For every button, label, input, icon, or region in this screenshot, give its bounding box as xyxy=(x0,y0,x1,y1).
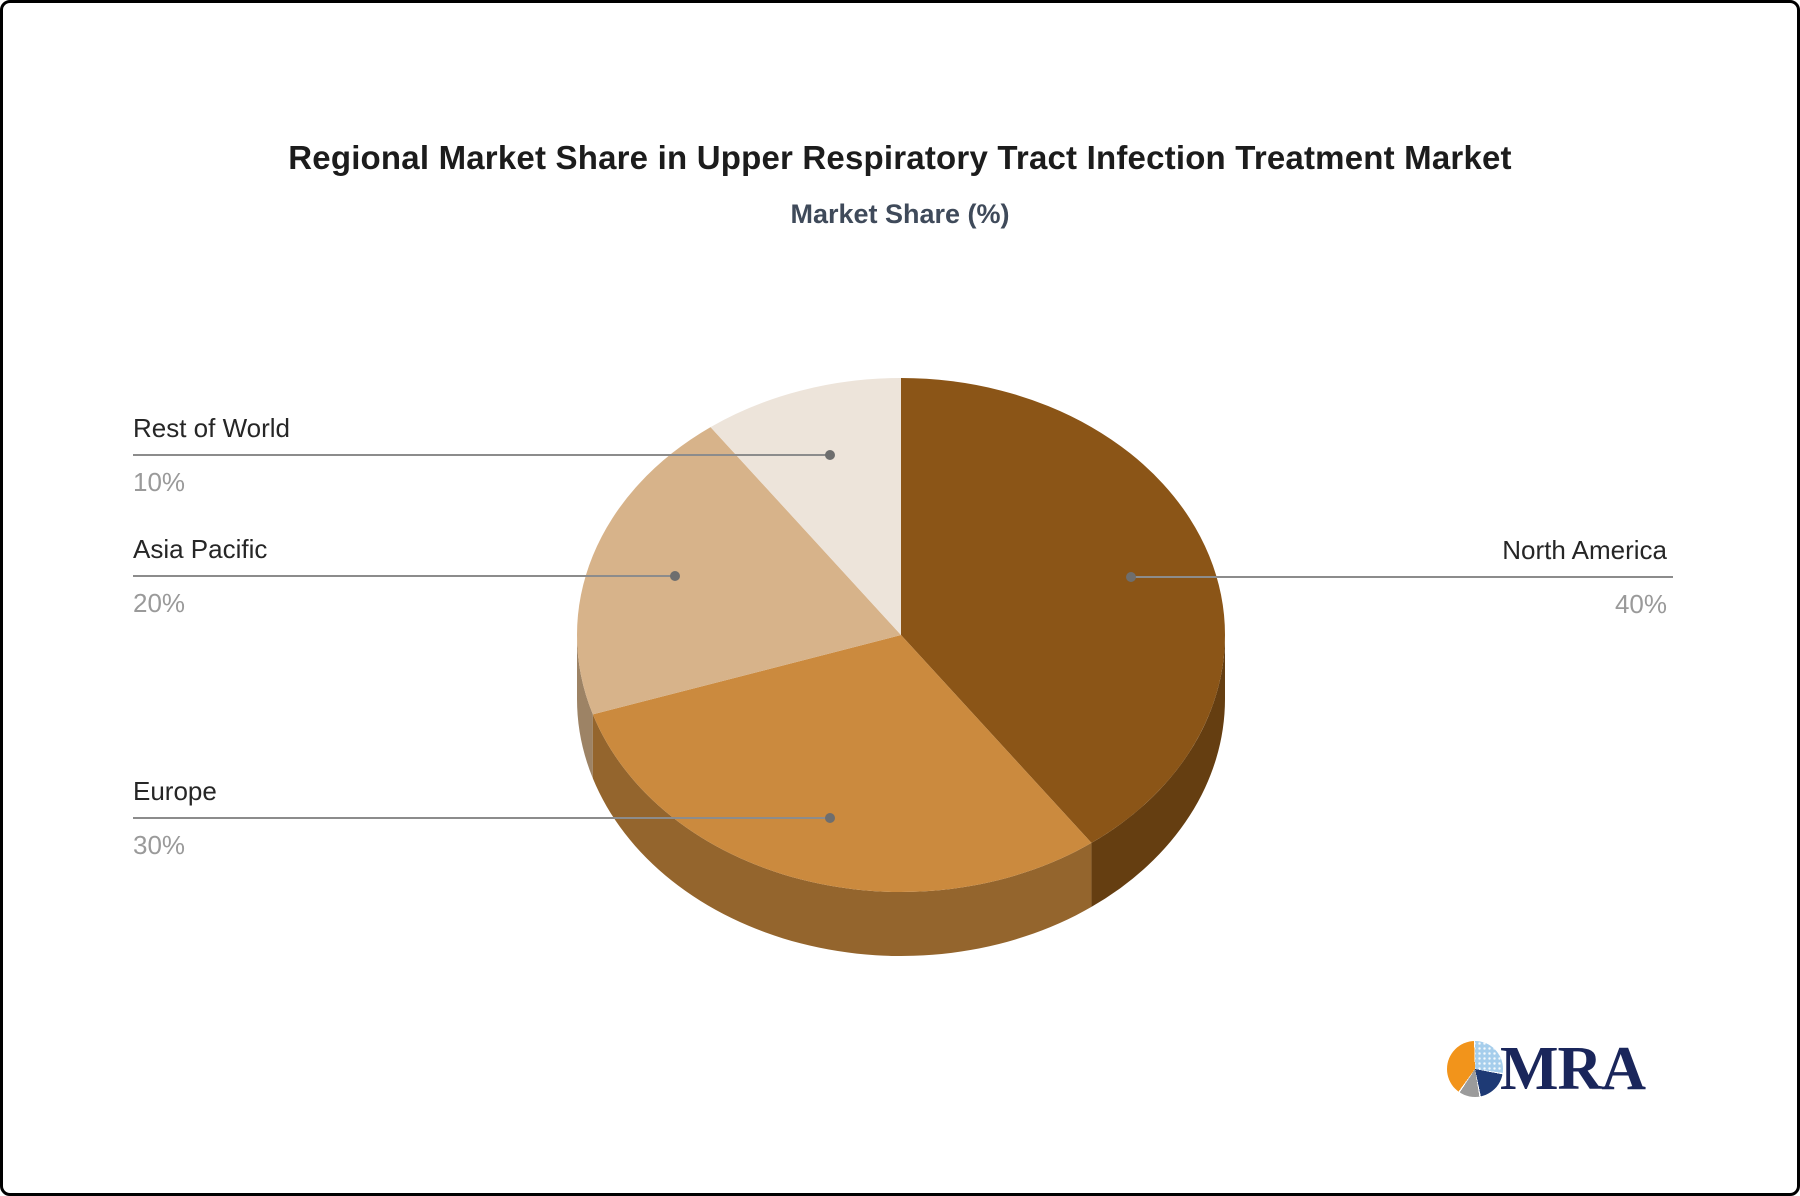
callout-value-north-america: 40% xyxy=(1614,589,1667,619)
mra-logo-dot-texture xyxy=(1475,1041,1503,1072)
callout-value-europe: 30% xyxy=(133,830,186,860)
pie-slice-europe[interactable] xyxy=(592,635,1092,892)
chart-title: Regional Market Share in Upper Respirato… xyxy=(288,139,1512,176)
pie-chart xyxy=(133,378,1673,956)
mra-logo-text: MRA xyxy=(1500,1035,1646,1103)
mra-logo-pie-icon xyxy=(1447,1041,1503,1097)
pie-slice-side-asia-pacific xyxy=(577,635,593,779)
leader-dot-europe xyxy=(825,813,835,823)
pie-slice-rest-of-world[interactable] xyxy=(710,378,901,635)
callout-label-north-america[interactable]: North America xyxy=(1502,535,1667,565)
mra-logo: MRA xyxy=(1447,1035,1646,1103)
pie-slice-side-europe xyxy=(592,714,1092,956)
chart-subtitle: Market Share (%) xyxy=(790,199,1010,229)
callout-value-rest-of-world: 10% xyxy=(133,467,186,497)
callout-label-asia-pacific[interactable]: Asia Pacific xyxy=(133,534,268,564)
pie-slice-asia-pacific[interactable] xyxy=(577,427,901,715)
callout-label-rest-of-world[interactable]: Rest of World xyxy=(133,413,291,443)
leader-dot-rest-of-world xyxy=(825,450,835,460)
callout-value-asia-pacific: 20% xyxy=(133,588,186,618)
pie-slice-north-america[interactable] xyxy=(901,378,1225,843)
leader-dot-north-america xyxy=(1126,572,1136,582)
callout-label-europe[interactable]: Europe xyxy=(133,776,217,806)
pie-slice-side-north-america xyxy=(1091,635,1225,907)
leader-dot-asia-pacific xyxy=(670,571,680,581)
